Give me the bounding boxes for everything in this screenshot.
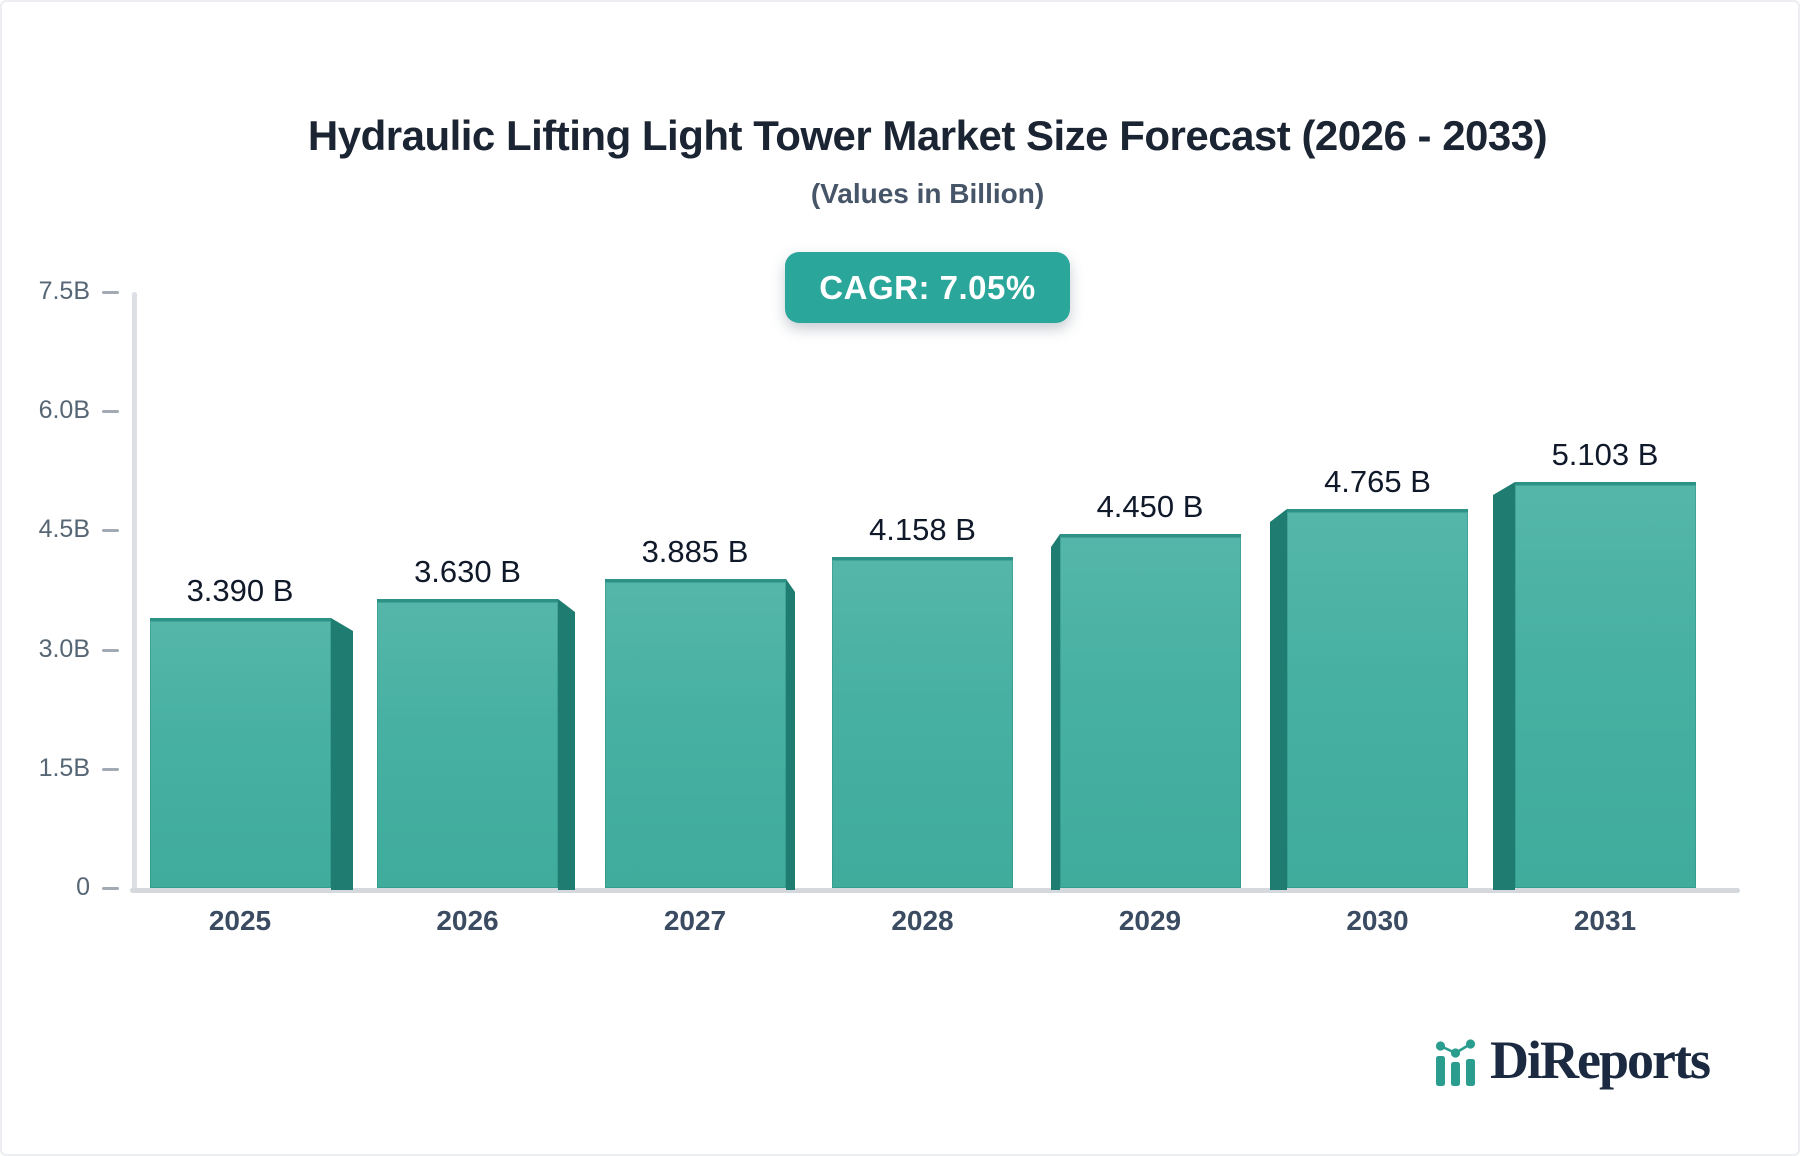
x-axis-label-2029: 2029 (1118, 905, 1182, 936)
y-tick-label-7.5B: 7.5B (38, 276, 90, 305)
x-axis-label-2030: 2030 (1346, 905, 1409, 936)
bar-side-2030 (1270, 509, 1287, 890)
direports-logo: DiReports (1434, 1030, 1711, 1090)
bar-value-label-2028: 4.158 B (869, 512, 976, 547)
x-axis-label-2028: 2028 (891, 905, 954, 936)
y-tick-mark (102, 648, 119, 652)
y-tick-mark (102, 410, 119, 413)
bar-value-label-2026: 3.630 B (414, 554, 521, 589)
bar-value-label-2029: 4.450 B (1096, 489, 1204, 524)
bar-2029 (1060, 534, 1241, 888)
y-axis-line (132, 292, 137, 890)
cagr-badge: CAGR: 7.05% (785, 252, 1070, 323)
bar-2028 (832, 557, 1013, 888)
y-tick-label-3.0B: 3.0B (38, 634, 90, 663)
bar-side-2027 (786, 579, 795, 890)
chart-subtitle: (Values in Billion) (810, 178, 1045, 209)
bar-side-2025 (331, 618, 353, 890)
bar-side-2031 (1493, 482, 1515, 890)
x-axis-label-2031: 2031 (1573, 905, 1637, 936)
bar-2027 (605, 579, 786, 888)
bar-side-2026 (558, 599, 575, 890)
y-tick-label-0: 0 (76, 873, 90, 901)
x-axis-label-2027: 2027 (663, 905, 727, 936)
bar-2031 (1515, 482, 1696, 888)
y-tick-mark (102, 529, 119, 533)
bar-2026 (377, 599, 558, 888)
bar-side-2029 (1051, 534, 1060, 890)
x-axis-label-2026: 2026 (436, 905, 499, 936)
logo-text: DiReports (1490, 1030, 1711, 1090)
y-tick-label-1.5B: 1.5B (38, 753, 90, 782)
y-tick-mark (102, 290, 119, 294)
bar-value-label-2027: 3.885 B (641, 534, 749, 569)
bar-value-label-2031: 5.103 B (1551, 437, 1659, 472)
y-tick-mark (102, 887, 119, 890)
logo-chart-icon (1435, 1039, 1476, 1086)
y-tick-mark (102, 767, 119, 771)
x-axis-line (130, 888, 1740, 893)
bar-2025 (150, 618, 331, 888)
chart-header: Hydraulic Lifting Light Tower Market Siz… (57, 2, 1798, 323)
y-tick-label-4.5B: 4.5B (38, 515, 90, 544)
bar-2030 (1287, 509, 1468, 888)
bar-value-label-2030: 4.765 B (1324, 464, 1431, 499)
x-axis-label-2025: 2025 (208, 905, 272, 936)
chart-title: Hydraulic Lifting Light Tower Market Siz… (307, 112, 1548, 159)
bar-value-label-2025: 3.390 B (186, 573, 294, 608)
y-tick-label-6.0B: 6.0B (38, 396, 90, 424)
